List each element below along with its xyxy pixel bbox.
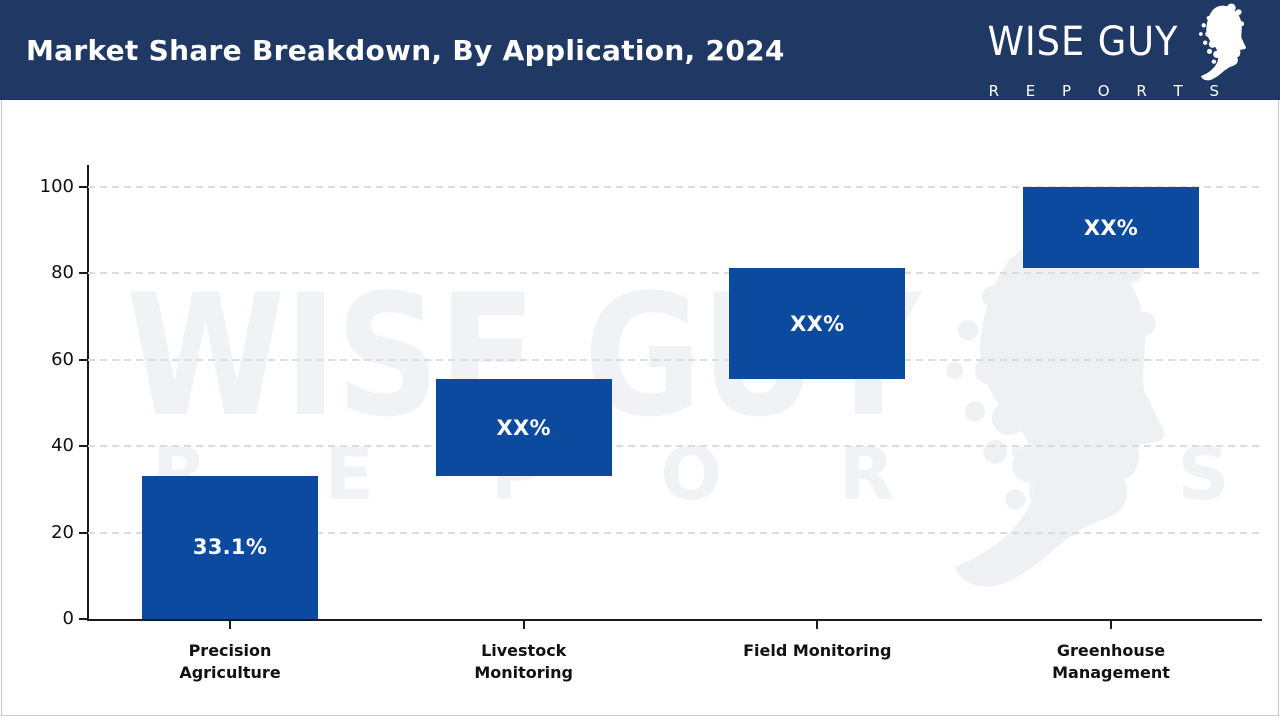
x-category-label-3: Field Monitoring xyxy=(743,641,892,660)
dotted-head-icon xyxy=(1199,2,1246,80)
y-tick-mark-0 xyxy=(79,618,87,620)
y-gridline-40 xyxy=(88,445,1262,448)
bar-precision-agriculture: 33.1% xyxy=(142,476,318,619)
y-gridline-20 xyxy=(88,531,1262,534)
waterfall-chart: 0 20 40 60 80 100 33.1% XX% XX% XX% Precision Agri… xyxy=(0,100,1280,720)
x-tick-mark-4 xyxy=(1110,621,1112,629)
bar-field-monitoring: XX% xyxy=(729,268,906,380)
bar-greenhouse-management: XX% xyxy=(1023,187,1199,269)
y-tick-label-100: 100 xyxy=(39,176,74,197)
y-tick-mark-20 xyxy=(79,531,87,534)
x-category-label-4: Greenhouse Management xyxy=(1052,641,1170,682)
y-tick-label-40: 40 xyxy=(51,435,74,457)
x-tick-mark-2 xyxy=(522,621,525,629)
y-gridline-80 xyxy=(88,272,1262,275)
y-axis-line xyxy=(87,165,89,621)
y-tick-label-80: 80 xyxy=(51,262,74,284)
x-tick-mark-1 xyxy=(229,621,231,629)
y-tick-label-20: 20 xyxy=(51,521,74,543)
y-gridline-60 xyxy=(88,358,1262,361)
bar-value-label: 33.1% xyxy=(192,535,268,560)
y-tick-mark-80 xyxy=(79,272,87,275)
x-category-label-2: Livestock Monitoring xyxy=(474,641,574,682)
x-category-label-1: Precision Agriculture xyxy=(179,641,281,682)
x-tick-mark-3 xyxy=(816,621,819,629)
bar-value-label: XX% xyxy=(496,415,551,440)
logo-wordmark: WISE GUY xyxy=(987,18,1178,65)
header-bar: Market Share Breakdown, By Application, … xyxy=(0,0,1280,100)
bar-value-label: XX% xyxy=(1083,215,1139,240)
y-tick-mark-40 xyxy=(79,445,87,448)
page-title: Market Share Breakdown, By Application, … xyxy=(26,33,785,67)
x-axis-line xyxy=(87,619,1262,621)
bar-livestock-monitoring: XX% xyxy=(435,379,612,476)
y-tick-label-0: 0 xyxy=(62,608,74,629)
brand-logo: WISE GUY R E P O R T S xyxy=(971,2,1248,99)
bar-value-label: XX% xyxy=(790,311,845,336)
y-tick-mark-60 xyxy=(79,358,87,361)
y-tick-mark-100 xyxy=(79,186,87,188)
logo-subtitle: R E P O R T S xyxy=(988,81,1231,100)
y-tick-label-60: 60 xyxy=(51,348,74,370)
y-gridline-100 xyxy=(88,186,1262,188)
